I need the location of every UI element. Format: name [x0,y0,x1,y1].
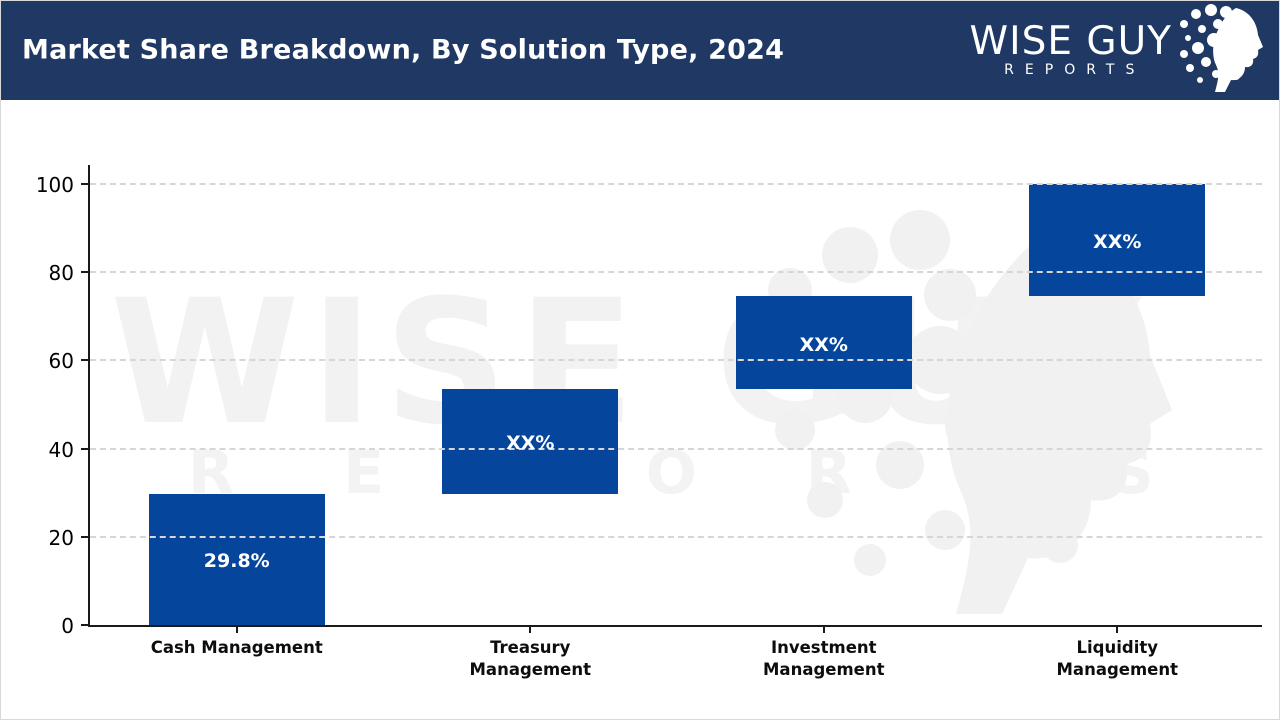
bar-cash-management [148,493,325,625]
watermark-face [740,200,1180,624]
y-tick-label-20: 20 [48,525,74,550]
x-category-label-treasury-management: Treasury Management [469,638,591,680]
bar-liquidity-management [1029,184,1206,297]
y-tick-label-80: 80 [48,261,74,286]
y-tick-mark-0 [81,624,90,626]
y-tick-label-60: 60 [48,349,74,374]
x-tick-mark-treasury-management [529,625,532,633]
header-bar: Market Share Breakdown, By Solution Type… [0,0,1280,100]
wiseguy-face-icon [1174,2,1266,98]
gridline-60 [90,359,1262,362]
x-category-label-cash-management: Cash Management [150,638,323,657]
y-tick-mark-60 [81,359,90,362]
page-title: Market Share Breakdown, By Solution Type… [22,34,785,66]
logo-text: WISE GUY REPORTS [969,18,1172,79]
bar-investment-management [735,296,912,390]
x-tick-mark-investment-management [822,625,825,633]
logo-name: WISE GUY [969,18,1172,64]
bar-treasury-management [442,389,619,494]
x-tick-mark-liquidity-management [1116,625,1119,633]
y-tick-label-100: 100 [35,173,74,197]
gridline-40 [90,447,1262,450]
logo: WISE GUY REPORTS [970,2,1266,98]
x-tick-mark-cash-management [235,625,238,633]
y-tick-label-40: 40 [48,437,74,462]
plot-area: 0 20 40 60 80 100 29.8% Cash Management XX% Treas… [36,165,1262,679]
bar-value-label-liquidity-management: XX% [1093,231,1142,254]
y-tick-mark-100 [81,183,90,185]
y-tick-mark-20 [81,535,90,538]
x-category-label-investment-management: Investment Management [763,638,885,680]
gridline-100 [90,183,1262,185]
logo-subname: REPORTS [1004,62,1146,79]
y-tick-label-0: 0 [61,614,74,638]
gridline-80 [90,271,1262,274]
bar-value-label-treasury-management: XX% [506,432,555,455]
y-tick-mark-40 [81,447,90,450]
bar-value-label-investment-management: XX% [799,333,848,356]
gridline-20 [90,535,1262,538]
x-category-label-liquidity-management: Liquidity Management [1056,638,1178,680]
bar-value-label-cash-management: 29.8% [203,550,270,573]
y-tick-mark-80 [81,271,90,274]
